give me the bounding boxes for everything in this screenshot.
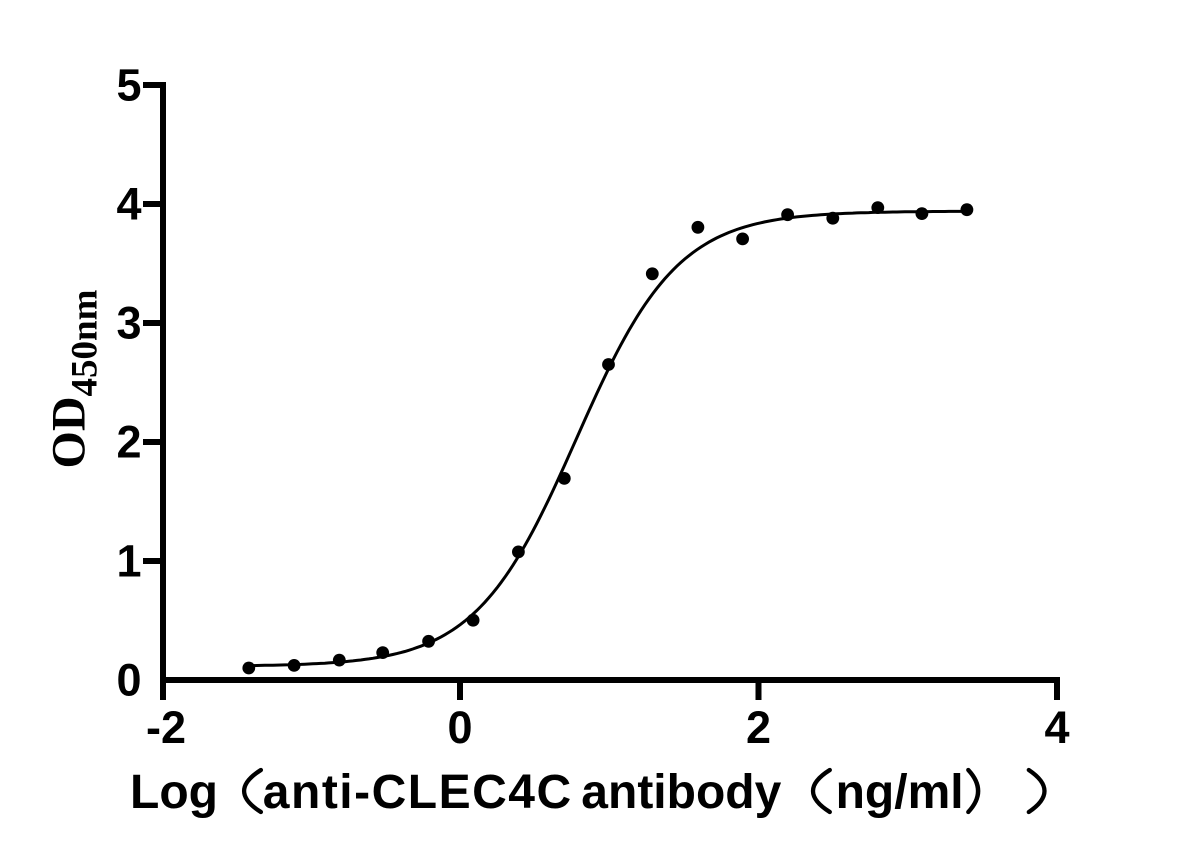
svg-text:0: 0 [447,702,472,753]
svg-text:4: 4 [1044,702,1069,753]
svg-text:antibody: antibody [581,766,781,819]
svg-text:0: 0 [116,654,141,705]
svg-text:-2: -2 [146,702,186,753]
svg-text:4: 4 [116,178,141,229]
svg-text:anti-CLEC4C: anti-CLEC4C [263,766,573,819]
svg-text:2: 2 [746,702,771,753]
svg-text:2: 2 [116,416,141,467]
svg-text:Log: Log [130,766,218,819]
svg-text:5: 5 [116,59,141,110]
svg-text:1: 1 [116,535,141,586]
svg-text:3: 3 [116,297,141,348]
svg-text:ng/ml: ng/ml [836,766,964,819]
